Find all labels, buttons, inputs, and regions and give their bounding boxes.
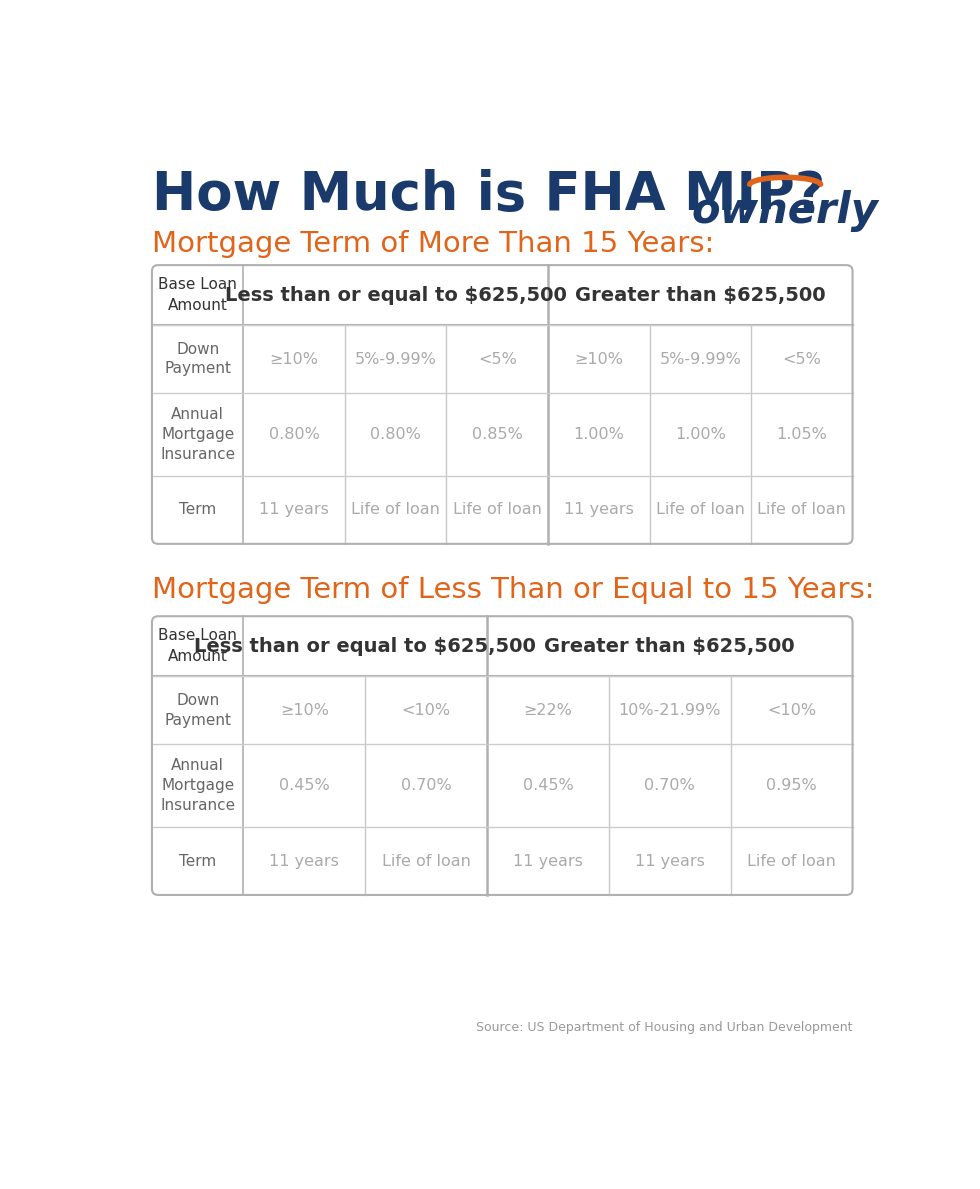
Text: 11 years: 11 years	[564, 503, 634, 517]
Text: Life of loan: Life of loan	[453, 503, 542, 517]
Text: Life of loan: Life of loan	[381, 854, 470, 869]
Text: Down
Payment: Down Payment	[165, 693, 231, 728]
Text: <5%: <5%	[478, 352, 516, 366]
Text: 1.00%: 1.00%	[573, 427, 624, 442]
Text: Less than or equal to $625,500: Less than or equal to $625,500	[194, 637, 536, 656]
Text: 1.00%: 1.00%	[675, 427, 726, 442]
Text: ≥10%: ≥10%	[270, 352, 318, 366]
Text: Life of loan: Life of loan	[656, 503, 745, 517]
Text: Source: US Department of Housing and Urban Development: Source: US Department of Housing and Urb…	[476, 1020, 853, 1033]
Text: 1.05%: 1.05%	[776, 427, 827, 442]
Text: 0.45%: 0.45%	[522, 778, 573, 793]
Text: ≥10%: ≥10%	[574, 352, 623, 366]
Text: 11 years: 11 years	[635, 854, 705, 869]
Text: 5%-9.99%: 5%-9.99%	[355, 352, 437, 366]
Text: Down
Payment: Down Payment	[165, 341, 231, 377]
Text: Term: Term	[179, 503, 217, 517]
Text: Mortgage Term of More Than 15 Years:: Mortgage Term of More Than 15 Years:	[152, 231, 714, 258]
Text: Annual
Mortgage
Insurance: Annual Mortgage Insurance	[160, 759, 235, 813]
Text: <5%: <5%	[782, 352, 821, 366]
Text: Term: Term	[179, 854, 217, 869]
Text: Base Loan
Amount: Base Loan Amount	[158, 277, 237, 313]
Text: Mortgage Term of Less Than or Equal to 15 Years:: Mortgage Term of Less Than or Equal to 1…	[152, 577, 874, 604]
Text: 10%-21.99%: 10%-21.99%	[618, 703, 721, 718]
Text: Annual
Mortgage
Insurance: Annual Mortgage Insurance	[160, 407, 235, 461]
Text: 11 years: 11 years	[260, 503, 329, 517]
Text: Life of loan: Life of loan	[758, 503, 846, 517]
Text: 0.80%: 0.80%	[370, 427, 421, 442]
Text: Base Loan
Amount: Base Loan Amount	[158, 628, 237, 665]
Text: 0.70%: 0.70%	[401, 778, 452, 793]
Text: <10%: <10%	[767, 703, 816, 718]
Text: ownerly: ownerly	[692, 190, 878, 232]
Text: 11 years: 11 years	[514, 854, 583, 869]
Text: 0.45%: 0.45%	[279, 778, 329, 793]
Text: 0.70%: 0.70%	[645, 778, 695, 793]
Text: Greater than $625,500: Greater than $625,500	[545, 637, 795, 656]
Text: Greater than $625,500: Greater than $625,500	[575, 285, 825, 304]
Text: Less than or equal to $625,500: Less than or equal to $625,500	[224, 285, 566, 304]
Text: 5%-9.99%: 5%-9.99%	[660, 352, 741, 366]
Text: <10%: <10%	[402, 703, 451, 718]
Text: 11 years: 11 years	[270, 854, 339, 869]
Text: ≥10%: ≥10%	[280, 703, 329, 718]
Text: Life of loan: Life of loan	[351, 503, 440, 517]
Text: ≥22%: ≥22%	[523, 703, 572, 718]
Text: How Much is FHA MIP?: How Much is FHA MIP?	[152, 169, 825, 221]
Text: 0.85%: 0.85%	[471, 427, 522, 442]
Text: 0.80%: 0.80%	[269, 427, 319, 442]
Text: Life of loan: Life of loan	[747, 854, 836, 869]
Text: 0.95%: 0.95%	[766, 778, 817, 793]
